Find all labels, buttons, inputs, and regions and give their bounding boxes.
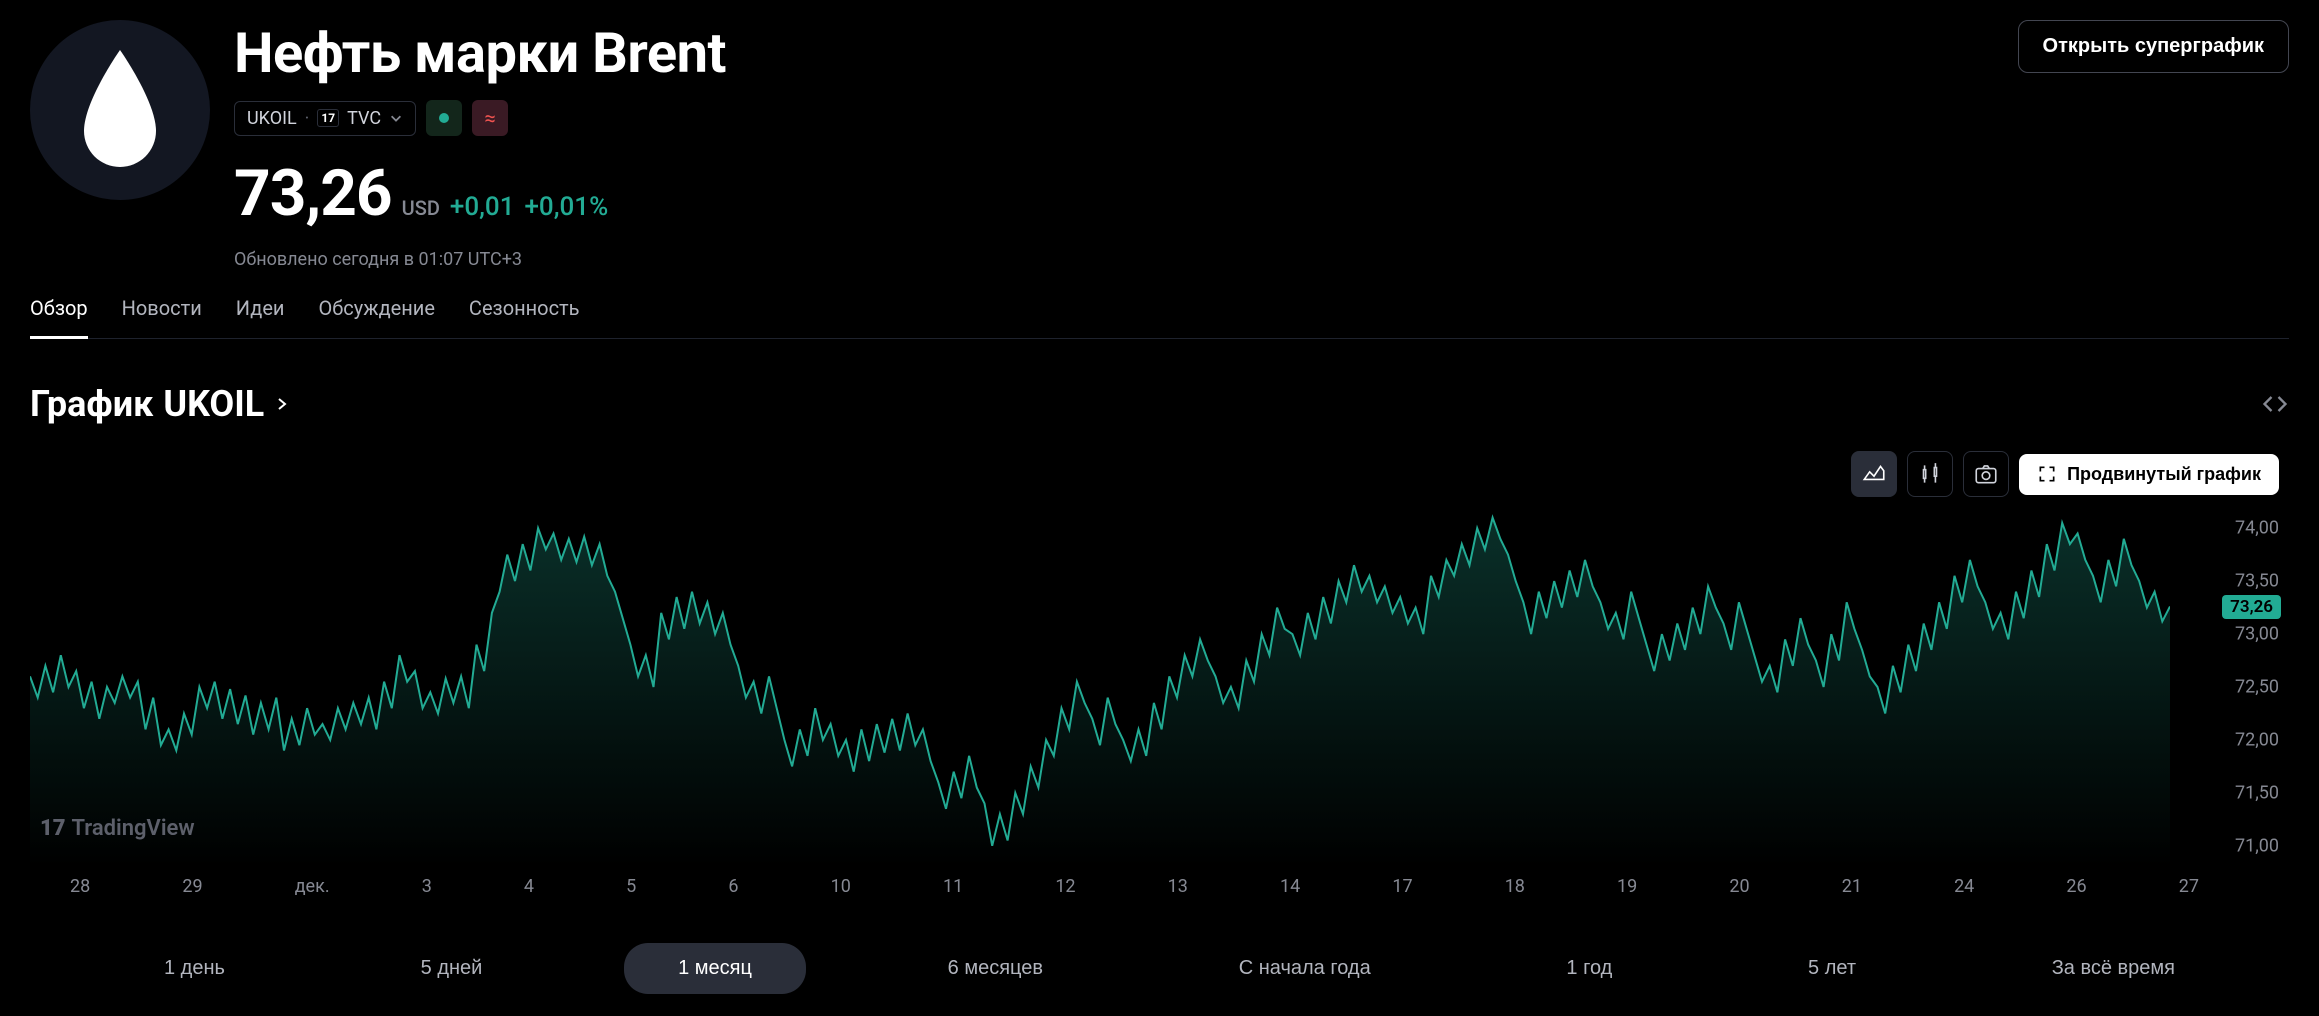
- separator-dot: ·: [305, 108, 310, 129]
- x-tick: 10: [831, 876, 851, 897]
- y-axis: 74,00 73,50 73,00 72,50 72,00 71,50 71,00 73,26: [2209, 507, 2289, 867]
- approx-badge[interactable]: ≈: [472, 100, 508, 136]
- x-tick: 29: [182, 876, 202, 897]
- x-axis: 28 29 дек. 3 4 5 6 10 11 12 13 14 17 18 19 20 21 24 26 27: [70, 876, 2199, 897]
- x-tick: 3: [422, 876, 432, 897]
- range-button-1[interactable]: 5 дней: [367, 943, 537, 994]
- x-tick: 14: [1280, 876, 1300, 897]
- symbol-selector[interactable]: UKOIL · 17 TVC: [234, 101, 416, 136]
- tv-logo-icon: 17: [40, 816, 66, 841]
- section-tabs: Обзор Новости Идеи Обсуждение Сезонность: [30, 296, 2289, 339]
- tab-4[interactable]: Сезонность: [469, 296, 580, 338]
- area-chart-icon: [1861, 461, 1887, 487]
- snapshot-button[interactable]: [1963, 451, 2009, 497]
- x-tick: 27: [2179, 876, 2199, 897]
- range-button-6[interactable]: 5 лет: [1754, 943, 1910, 994]
- range-button-2[interactable]: 1 месяц: [624, 943, 806, 994]
- x-tick: 24: [1954, 876, 1974, 897]
- advanced-chart-label: Продвинутый график: [2067, 464, 2261, 485]
- open-superchart-button[interactable]: Открыть суперграфик: [2018, 20, 2289, 73]
- range-button-4[interactable]: С начала года: [1185, 943, 1425, 994]
- time-range-selector: 1 день 5 дней 1 месяц 6 месяцев С начала год…: [30, 943, 2289, 994]
- x-tick: 20: [1729, 876, 1749, 897]
- chart-title-prefix: График: [30, 383, 153, 425]
- tradingview-watermark: 17 TradingView: [40, 816, 195, 841]
- candlestick-icon: [1917, 461, 1943, 487]
- change-percent: +0,01%: [524, 192, 608, 222]
- chart-title[interactable]: График UKOIL: [30, 383, 290, 425]
- chart-title-symbol: UKOIL: [163, 383, 264, 425]
- y-tick: 71,00: [2235, 835, 2279, 856]
- x-tick: дек.: [295, 876, 330, 897]
- current-price-tag: 73,26: [2222, 595, 2281, 619]
- x-tick: 19: [1617, 876, 1637, 897]
- tab-1[interactable]: Новости: [122, 296, 202, 338]
- x-tick: 11: [943, 876, 963, 897]
- x-tick: 5: [626, 876, 636, 897]
- x-tick: 28: [70, 876, 90, 897]
- y-tick: 72,50: [2235, 677, 2279, 698]
- x-tick: 17: [1392, 876, 1412, 897]
- y-tick: 72,00: [2235, 729, 2279, 750]
- x-tick: 6: [728, 876, 738, 897]
- chart-canvas: [30, 507, 2170, 867]
- market-status-badge[interactable]: [426, 100, 462, 136]
- range-button-3[interactable]: 6 месяцев: [894, 943, 1097, 994]
- tv-mini-icon: 17: [317, 109, 339, 127]
- x-tick: 12: [1055, 876, 1075, 897]
- range-button-7[interactable]: За всё время: [1998, 943, 2229, 994]
- fullscreen-icon: [2037, 464, 2057, 484]
- range-button-5[interactable]: 1 год: [1512, 943, 1666, 994]
- embed-icon[interactable]: [2261, 390, 2289, 418]
- y-tick: 73,00: [2235, 624, 2279, 645]
- currency-label: USD: [402, 196, 440, 220]
- x-tick: 26: [2066, 876, 2086, 897]
- chart-style-area-button[interactable]: [1851, 451, 1897, 497]
- x-tick: 21: [1842, 876, 1862, 897]
- symbol-logo: [30, 20, 210, 200]
- symbol-code: UKOIL: [247, 108, 297, 129]
- change-absolute: +0,01: [450, 192, 515, 222]
- chart-style-candles-button[interactable]: [1907, 451, 1953, 497]
- y-tick: 74,00: [2235, 518, 2279, 539]
- x-tick: 18: [1505, 876, 1525, 897]
- range-button-0[interactable]: 1 день: [110, 943, 279, 994]
- y-tick: 73,50: [2235, 571, 2279, 592]
- page-title: Нефть марки Brent: [234, 20, 726, 86]
- camera-icon: [1973, 461, 1999, 487]
- exchange-code: TVC: [347, 108, 381, 129]
- chevron-down-icon: [389, 111, 403, 125]
- advanced-chart-button[interactable]: Продвинутый график: [2019, 454, 2279, 495]
- tab-3[interactable]: Обсуждение: [318, 296, 434, 338]
- x-tick: 4: [524, 876, 534, 897]
- chevron-right-icon: [274, 396, 290, 412]
- tab-2[interactable]: Идеи: [236, 296, 285, 338]
- last-price: 73,26: [234, 156, 392, 231]
- updated-text: Обновлено сегодня в 01:07 UTC+3: [234, 249, 726, 270]
- watermark-text: TradingView: [72, 816, 195, 841]
- y-tick: 71,50: [2235, 782, 2279, 803]
- oil-drop-icon: [75, 50, 165, 170]
- x-tick: 13: [1168, 876, 1188, 897]
- status-dot-icon: [439, 113, 449, 123]
- price-chart[interactable]: 74,00 73,50 73,00 72,50 72,00 71,50 71,00 73,26…: [30, 507, 2289, 927]
- approx-icon: ≈: [484, 106, 495, 130]
- tab-0[interactable]: Обзор: [30, 296, 88, 339]
